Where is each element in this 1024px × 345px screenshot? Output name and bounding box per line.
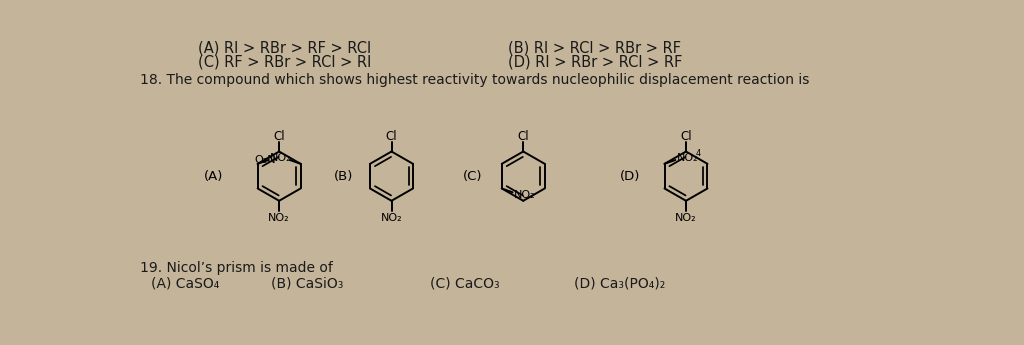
Text: NO₂: NO₂ — [381, 213, 402, 223]
Text: NO₂: NO₂ — [675, 213, 696, 223]
Text: (C): (C) — [463, 170, 482, 183]
Text: (B) CaSiO₃: (B) CaSiO₃ — [271, 277, 344, 291]
Text: 18. The compound which shows highest reactivity towards nucleophilic displacemen: 18. The compound which shows highest rea… — [139, 73, 809, 87]
Text: Cl: Cl — [517, 130, 529, 142]
Text: (D): (D) — [620, 170, 640, 183]
Text: (B) RI > RCl > RBr > RF: (B) RI > RCl > RBr > RF — [508, 40, 681, 55]
Text: NO₂: NO₂ — [268, 213, 290, 223]
Text: (D) Ca₃(PO₄)₂: (D) Ca₃(PO₄)₂ — [573, 277, 665, 291]
Text: (D) RI > RBr > RCl > RF: (D) RI > RBr > RCl > RF — [508, 54, 682, 69]
Text: Cl: Cl — [680, 130, 692, 142]
Text: NO₂: NO₂ — [677, 153, 698, 163]
Text: (C) CaCO₃: (C) CaCO₃ — [430, 277, 500, 291]
Text: Cl: Cl — [273, 130, 285, 142]
Text: NO₂: NO₂ — [514, 190, 536, 200]
Text: 4: 4 — [695, 149, 700, 158]
Text: (C) RF > RBr > RCl > RI: (C) RF > RBr > RCl > RI — [198, 54, 371, 69]
Text: 19. Nicol’s prism is made of: 19. Nicol’s prism is made of — [139, 262, 333, 275]
Text: O₂N: O₂N — [254, 155, 275, 165]
Text: (B): (B) — [334, 170, 353, 183]
Text: (A) CaSO₄: (A) CaSO₄ — [152, 277, 219, 291]
Text: NO₂: NO₂ — [270, 154, 292, 164]
Text: (A): (A) — [204, 170, 223, 183]
Text: Cl: Cl — [386, 130, 397, 142]
Text: (A) RI > RBr > RF > RCl: (A) RI > RBr > RF > RCl — [198, 40, 371, 55]
